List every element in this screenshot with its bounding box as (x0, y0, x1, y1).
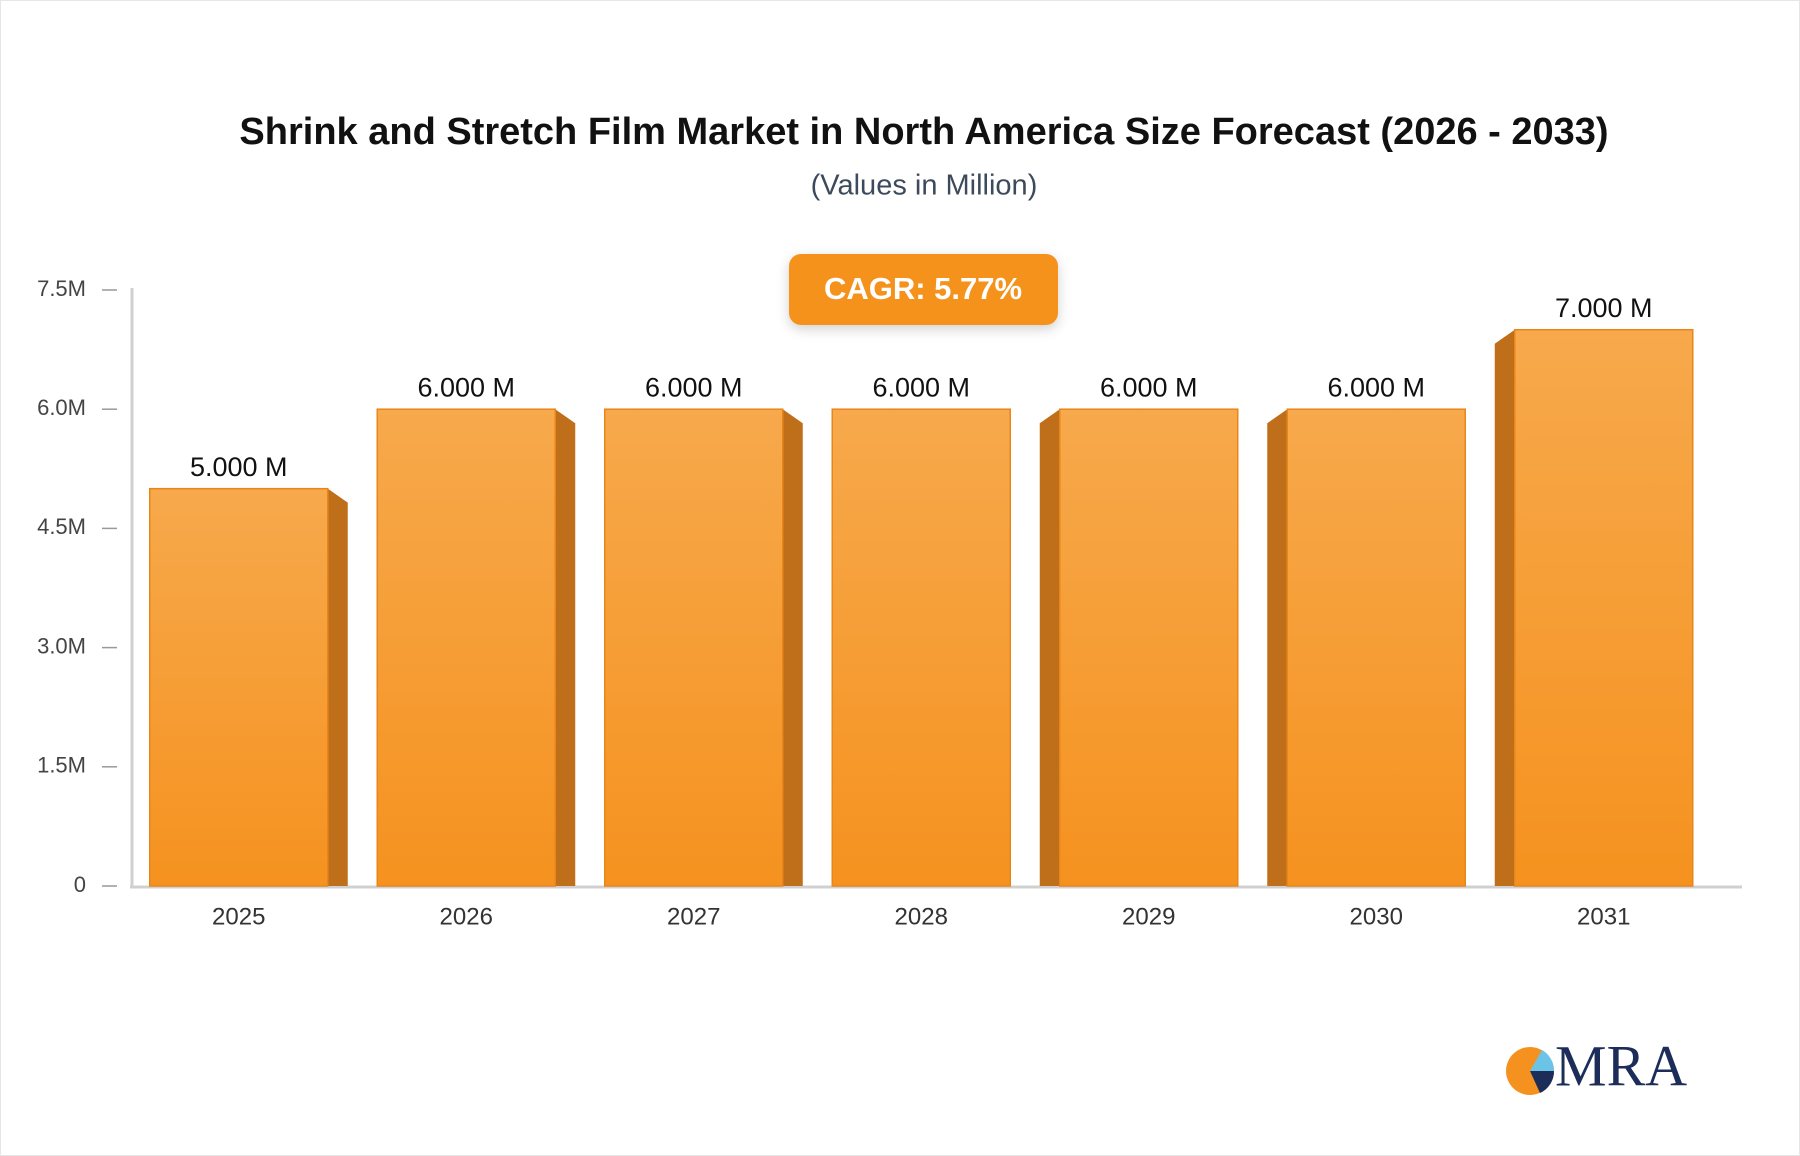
badge-text: CAGR: 5.77% (824, 271, 1022, 306)
x-tick-label: 2028 (895, 903, 948, 930)
chart-title: Shrink and Stretch Film Market in North … (239, 111, 1608, 153)
x-tick-label: 2025 (212, 903, 265, 930)
y-tick-label: 4.5M (37, 514, 86, 539)
bar-side (782, 409, 803, 886)
y-tick-label: 6.0M (37, 395, 86, 420)
bar-side (1494, 329, 1515, 886)
bar-side (555, 409, 576, 886)
logo: MRA (1506, 1033, 1687, 1098)
logo-slice (1530, 1071, 1555, 1093)
value-label: 6.000 M (1327, 372, 1425, 402)
value-label: 7.000 M (1555, 293, 1653, 323)
bar (831, 408, 1011, 887)
x-tick-label: 2026 (440, 903, 493, 930)
y-tick-label: 3.0M (37, 633, 86, 658)
logo-slice (1530, 1050, 1555, 1071)
y-tick-label: 7.5M (37, 276, 86, 301)
value-label: 6.000 M (645, 372, 743, 402)
x-tick-label: 2031 (1577, 903, 1630, 930)
y-tick-label: 0 (74, 872, 86, 897)
bar-side (1267, 409, 1288, 886)
x-tick-label: 2030 (1350, 903, 1403, 930)
x-tick-label: 2027 (667, 903, 720, 930)
value-label: 6.000 M (417, 372, 515, 402)
value-label: 5.000 M (190, 452, 288, 482)
cagr-badge: CAGR: 5.77% (789, 254, 1058, 325)
chart-subtitle: (Values in Million) (811, 170, 1038, 202)
bar (376, 408, 556, 887)
bar-side (1039, 409, 1060, 886)
bar (1514, 328, 1694, 887)
value-label: 6.000 M (1100, 372, 1198, 402)
x-tick-label: 2029 (1122, 903, 1175, 930)
bar (1286, 408, 1466, 887)
bar (149, 487, 329, 887)
badge-box (789, 254, 1058, 325)
y-tick-label: 1.5M (37, 753, 86, 778)
bar (604, 408, 784, 887)
bar-side (327, 488, 348, 886)
bar (1059, 408, 1239, 887)
value-label: 6.000 M (872, 372, 970, 402)
logo-text: MRA (1555, 1033, 1687, 1098)
